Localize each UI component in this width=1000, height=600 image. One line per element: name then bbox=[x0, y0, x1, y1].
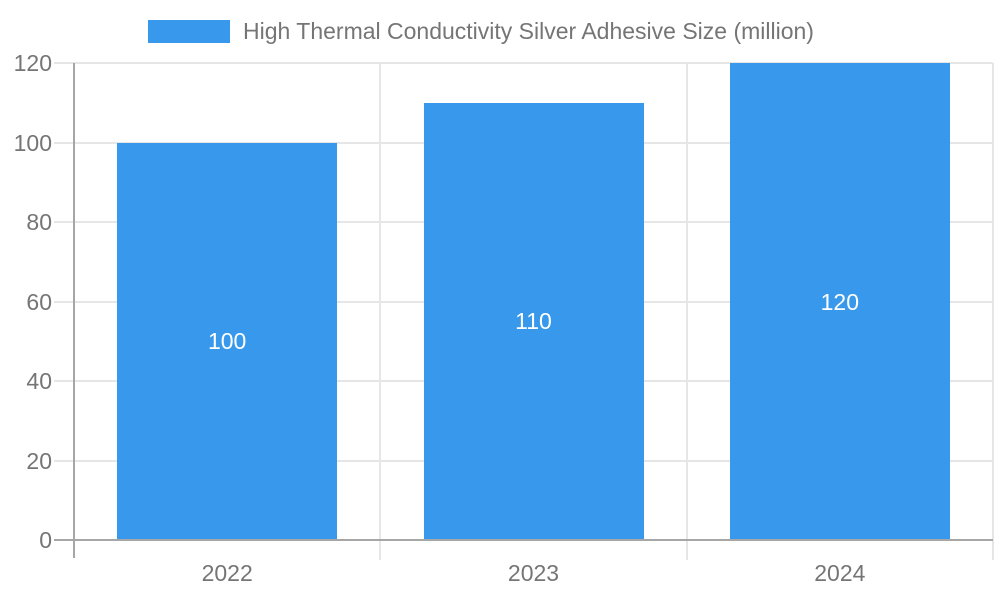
bar-value-label: 120 bbox=[820, 288, 860, 315]
legend: High Thermal Conductivity Silver Adhesiv… bbox=[148, 18, 814, 45]
y-axis-tick-label: 40 bbox=[26, 368, 52, 394]
bar-value-label: 100 bbox=[207, 328, 247, 355]
x-axis-baseline bbox=[54, 539, 993, 541]
legend-swatch bbox=[148, 20, 230, 43]
x-gridline bbox=[379, 63, 382, 560]
bar-2023[interactable] bbox=[423, 102, 644, 540]
y-gridline bbox=[54, 62, 993, 64]
y-axis-line bbox=[73, 63, 75, 558]
bar-2022[interactable] bbox=[117, 142, 338, 540]
x-axis-tick-label: 2024 bbox=[814, 560, 866, 586]
bar-2024[interactable] bbox=[729, 63, 950, 540]
y-axis-tick-label: 120 bbox=[13, 50, 52, 76]
y-axis-tick-label: 20 bbox=[26, 447, 52, 474]
x-gridline bbox=[685, 63, 688, 560]
legend-series-label: High Thermal Conductivity Silver Adhesiv… bbox=[243, 18, 814, 44]
y-axis-tick-label: 60 bbox=[26, 288, 52, 315]
y-axis-tick-label: 0 bbox=[39, 527, 52, 553]
y-axis-tick-label: 80 bbox=[26, 209, 52, 235]
x-axis-tick-label: 2022 bbox=[201, 560, 253, 586]
bar-value-label: 110 bbox=[515, 308, 552, 335]
y-axis-tick-label: 100 bbox=[13, 129, 52, 156]
x-axis-tick-label: 2023 bbox=[507, 560, 560, 586]
x-gridline bbox=[992, 63, 994, 560]
